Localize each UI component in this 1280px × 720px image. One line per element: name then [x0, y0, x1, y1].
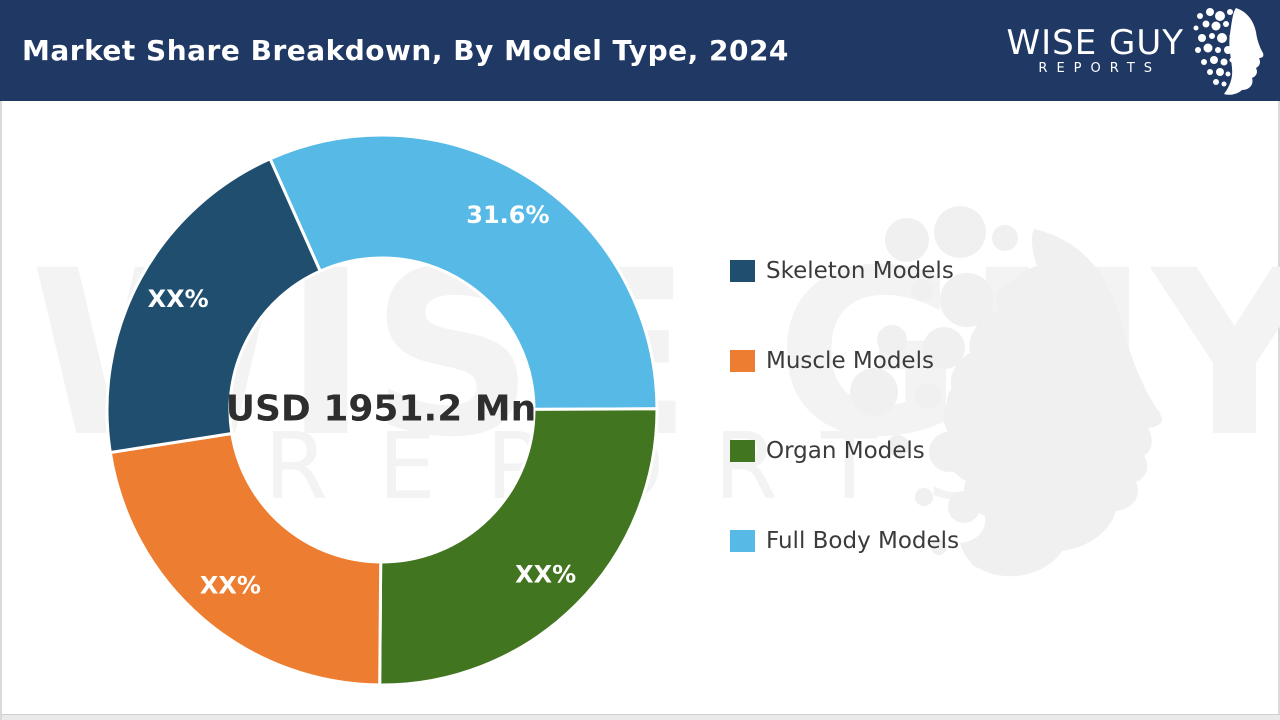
slice-muscle-models[interactable]	[108, 432, 383, 687]
bottom-divider	[2, 714, 1280, 720]
donut-chart: 31.6% XX% XX% XX%	[105, 133, 659, 687]
legend-label: Muscle Models	[766, 348, 934, 374]
logo-wordmark: WISE GUY REPORTS	[1006, 25, 1184, 77]
legend-swatch	[730, 440, 755, 462]
slice-label-skeleton-models: XX%	[148, 285, 209, 313]
watermark-head-graphic	[850, 206, 1163, 577]
legend-label: Skeleton Models	[766, 258, 954, 284]
legend-item-skeleton-models[interactable]: Skeleton Models	[730, 258, 959, 284]
legend-item-muscle-models[interactable]: Muscle Models	[730, 348, 959, 374]
legend-swatch	[730, 350, 755, 372]
slice-skeleton-models[interactable]	[105, 157, 322, 454]
slice-label-full-body-models: 31.6%	[466, 201, 549, 229]
slice-full-body-models[interactable]	[268, 133, 659, 411]
chart-area: WISE GUY REPORTS 31.6%XX%XX%XX% USD 1951…	[0, 101, 1280, 720]
logo-wordmark-line1: WISE GUY	[1006, 22, 1184, 63]
header-bar: Market Share Breakdown, By Model Type, 2…	[0, 0, 1280, 101]
slice-organ-models[interactable]	[378, 407, 659, 687]
legend-swatch	[730, 260, 755, 282]
legend-swatch	[730, 530, 755, 552]
legend-label: Organ Models	[766, 438, 925, 464]
page-title: Market Share Breakdown, By Model Type, 2…	[22, 34, 789, 67]
chart-center-value: USD 1951.2 Mn	[225, 388, 537, 430]
legend-item-organ-models[interactable]: Organ Models	[730, 438, 959, 464]
legend-item-full-body-models[interactable]: Full Body Models	[730, 528, 959, 554]
logo-head-icon	[1193, 7, 1264, 95]
brand-logo: WISE GUY REPORTS	[1006, 6, 1266, 96]
slice-label-muscle-models: XX%	[200, 572, 261, 600]
logo-wordmark-line2: REPORTS	[1038, 60, 1162, 76]
legend-label: Full Body Models	[766, 528, 960, 554]
chart-legend: Skeleton Models Muscle Models Organ Models…	[730, 258, 959, 554]
slice-label-organ-models: XX%	[515, 560, 576, 588]
